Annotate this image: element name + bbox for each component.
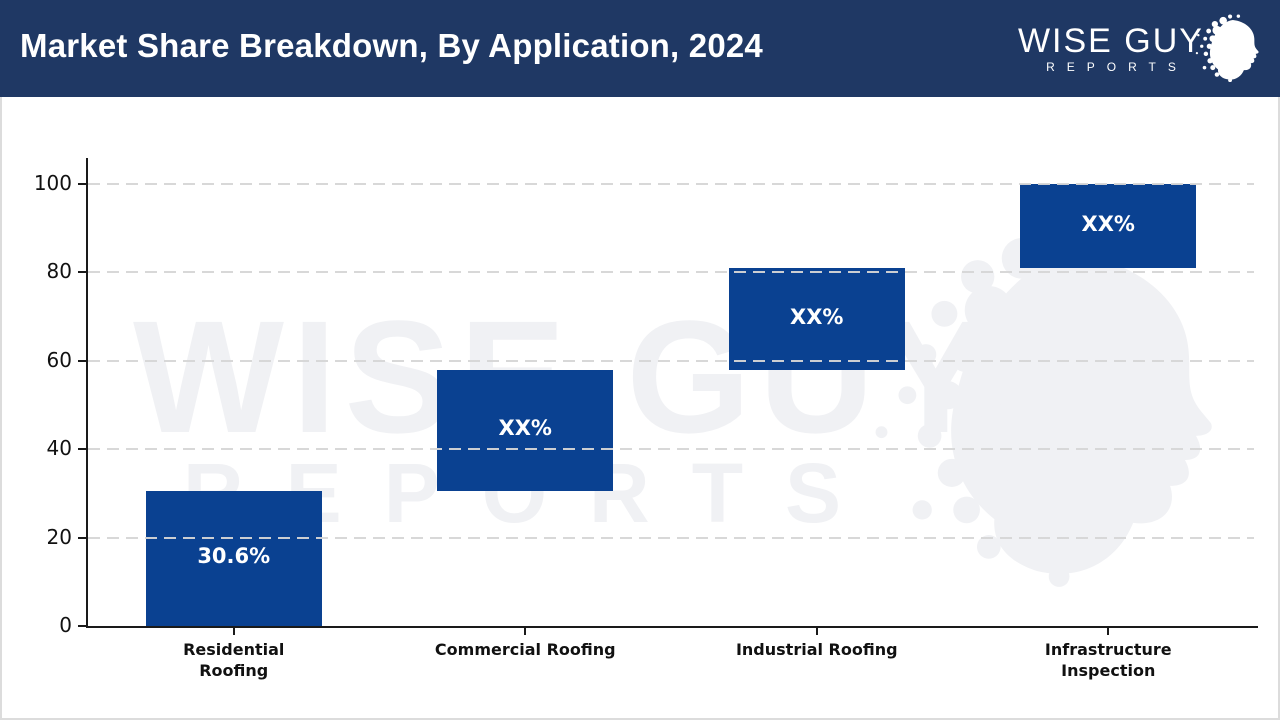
gridline (88, 536, 1254, 539)
gridline (88, 359, 1254, 362)
x-tick-mark (1107, 627, 1110, 635)
bar-value-label: XX% (498, 416, 552, 441)
category-label: Infrastructure Inspection (1044, 640, 1172, 680)
header: Market Share Breakdown, By Application, … (0, 0, 1280, 97)
x-tick-mark (815, 627, 818, 635)
x-tick-mark (524, 627, 527, 635)
bar-value-label: XX% (1081, 211, 1135, 236)
y-tick-label: 60 (46, 347, 72, 372)
y-tick-mark (78, 625, 86, 627)
bar (437, 369, 614, 491)
category-label: Residential Roofing (183, 640, 285, 680)
x-axis (86, 626, 1258, 628)
y-tick-label: 0 (59, 613, 72, 637)
wise-guy-logo: WISE GUY REPORTS (1018, 6, 1266, 92)
gridline (88, 271, 1254, 274)
category-label: Commercial Roofing (434, 640, 616, 659)
y-axis (86, 158, 88, 628)
y-tick-mark (78, 448, 86, 451)
bar (728, 267, 905, 370)
y-tick-label: 20 (46, 524, 72, 549)
y-tick-mark (78, 271, 86, 274)
x-tick-mark (232, 627, 235, 635)
bar (145, 490, 322, 626)
y-tick-mark (78, 536, 86, 539)
bar (1020, 184, 1197, 268)
y-tick-label: 40 (46, 436, 72, 461)
chart-area: WISE GUY REPORTS (0, 97, 1280, 718)
y-tick-label: 100 (33, 171, 72, 195)
logo-head-icon (1195, 13, 1259, 82)
gridline (88, 183, 1254, 185)
gridline (88, 448, 1254, 451)
page-title: Market Share Breakdown, By Application, … (20, 26, 763, 64)
bar-value-label: XX% (790, 304, 844, 329)
y-tick-mark (78, 359, 86, 362)
logo-text: WISE GUY REPORTS (1018, 24, 1204, 74)
bar-value-label: 30.6% (197, 544, 271, 569)
logo-wordmark: WISE GUY (1017, 21, 1204, 60)
y-tick-label: 80 (46, 259, 72, 284)
logo-subtitle: REPORTS (1046, 59, 1188, 74)
y-tick-mark (78, 183, 86, 185)
category-label: Industrial Roofing (735, 640, 898, 659)
